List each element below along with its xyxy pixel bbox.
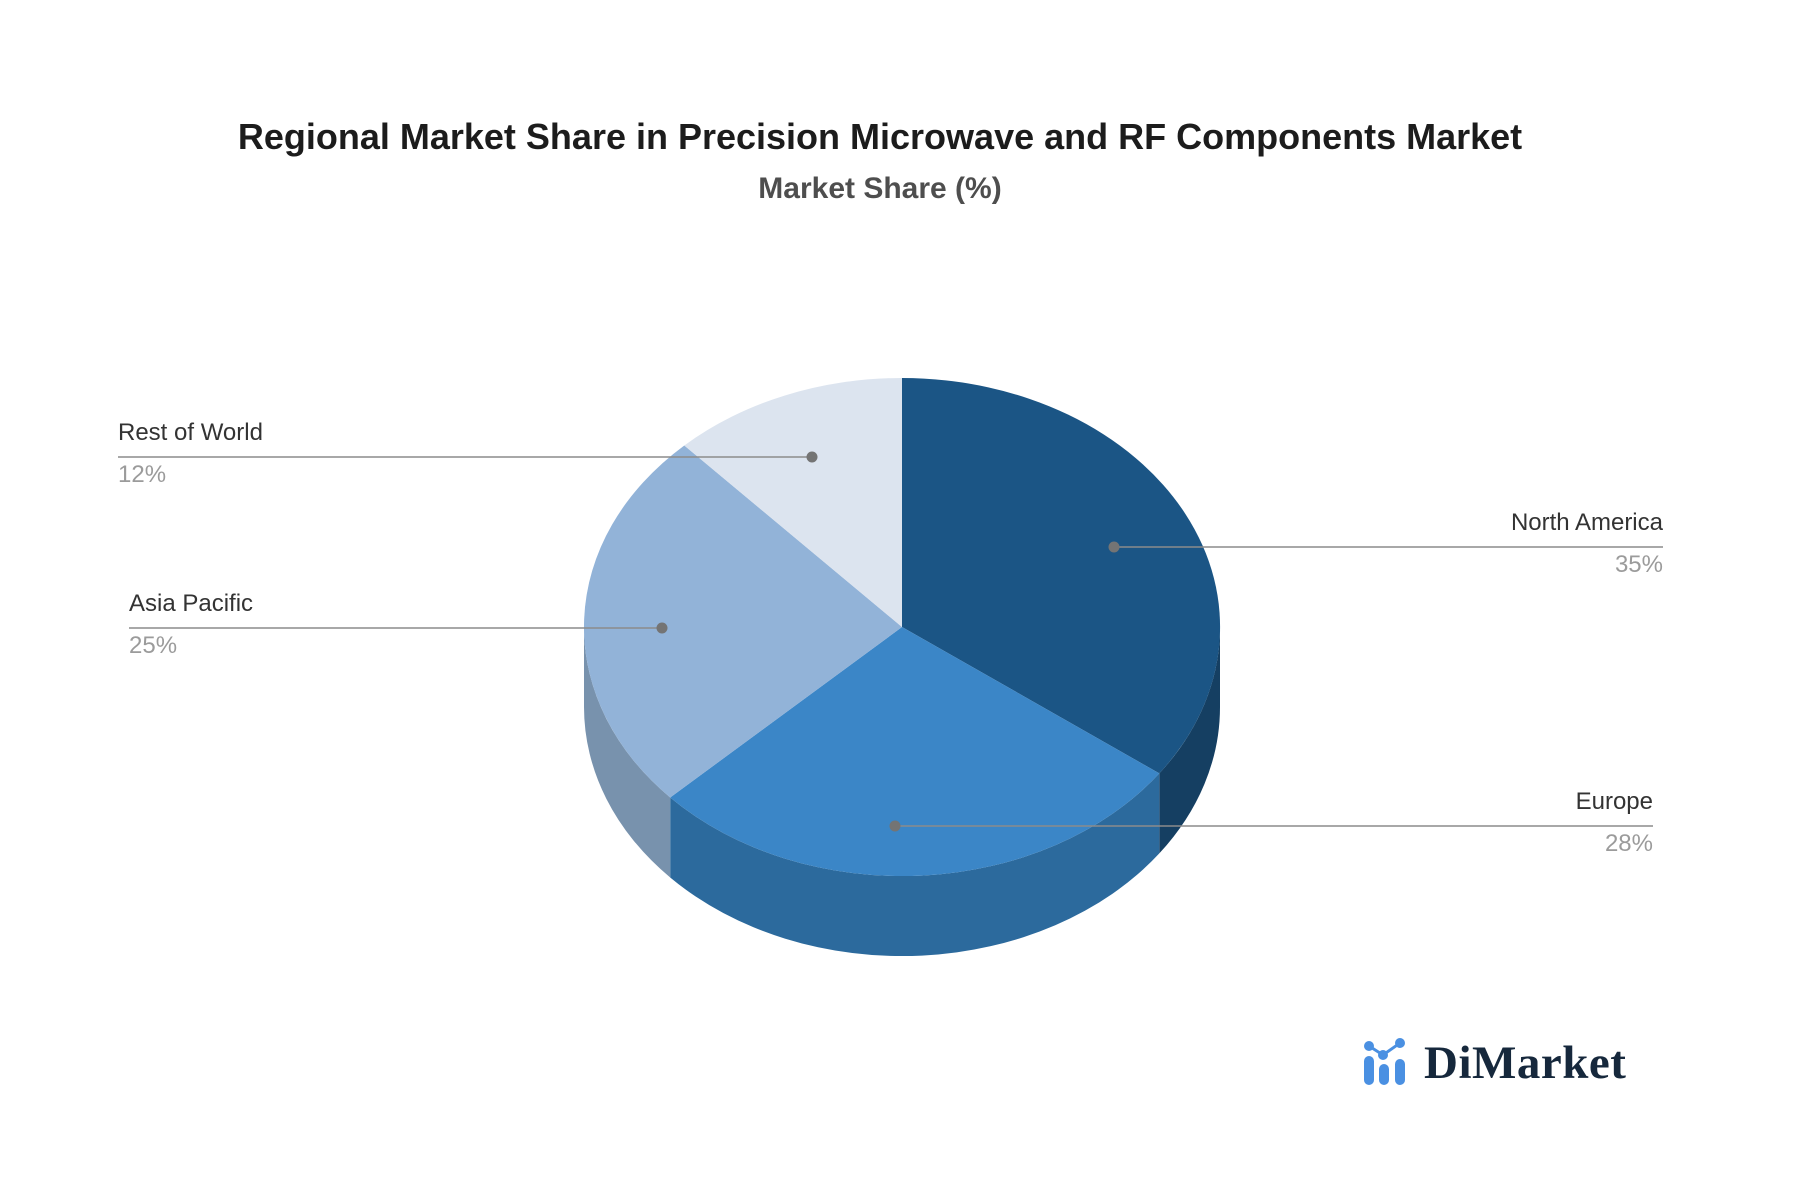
chart-subtitle: Market Share (%) [758, 172, 1002, 205]
callout-north-america: North America 35% [1511, 509, 1663, 579]
pie-slice-europe[interactable] [670, 627, 1160, 877]
dimarket-logo-icon [1364, 1038, 1405, 1085]
slice-percent: 25% [129, 632, 178, 659]
pie-slice-north-america[interactable] [902, 378, 1221, 774]
slice-label: Asia Pacific [129, 590, 254, 617]
callout-rest-of-world: Rest of World 12% [118, 419, 263, 489]
slice-label: North America [1510, 509, 1663, 536]
leader-dot-north-america [1108, 541, 1120, 553]
pie-slice-side-north-america [1159, 627, 1220, 854]
slice-percent: 12% [118, 461, 167, 488]
callout-asia-pacific: Asia Pacific 25% [129, 590, 253, 660]
slice-percent: 35% [1614, 551, 1663, 578]
pie-slice-side-europe [670, 773, 1160, 957]
leader-dot-asia-pacific [656, 622, 668, 634]
pie-slice-asia-pacific[interactable] [583, 445, 902, 798]
pie-slice-side-asia-pacific [584, 627, 671, 878]
leader-dot-europe [889, 820, 901, 832]
slice-label: Rest of World [118, 419, 263, 446]
slice-percent: 28% [1604, 830, 1653, 857]
dimarket-logo: DiMarket [1362, 1036, 1626, 1090]
slice-label: Europe [1575, 788, 1653, 815]
callout-europe: Europe 28% [1576, 788, 1653, 858]
chart-title: Regional Market Share in Precision Micro… [237, 116, 1523, 157]
pie-slice-rest-of-world[interactable] [684, 378, 902, 627]
leader-dot-rest-of-world [806, 451, 818, 463]
dimarket-logo-text: DiMarket [1424, 1037, 1627, 1089]
